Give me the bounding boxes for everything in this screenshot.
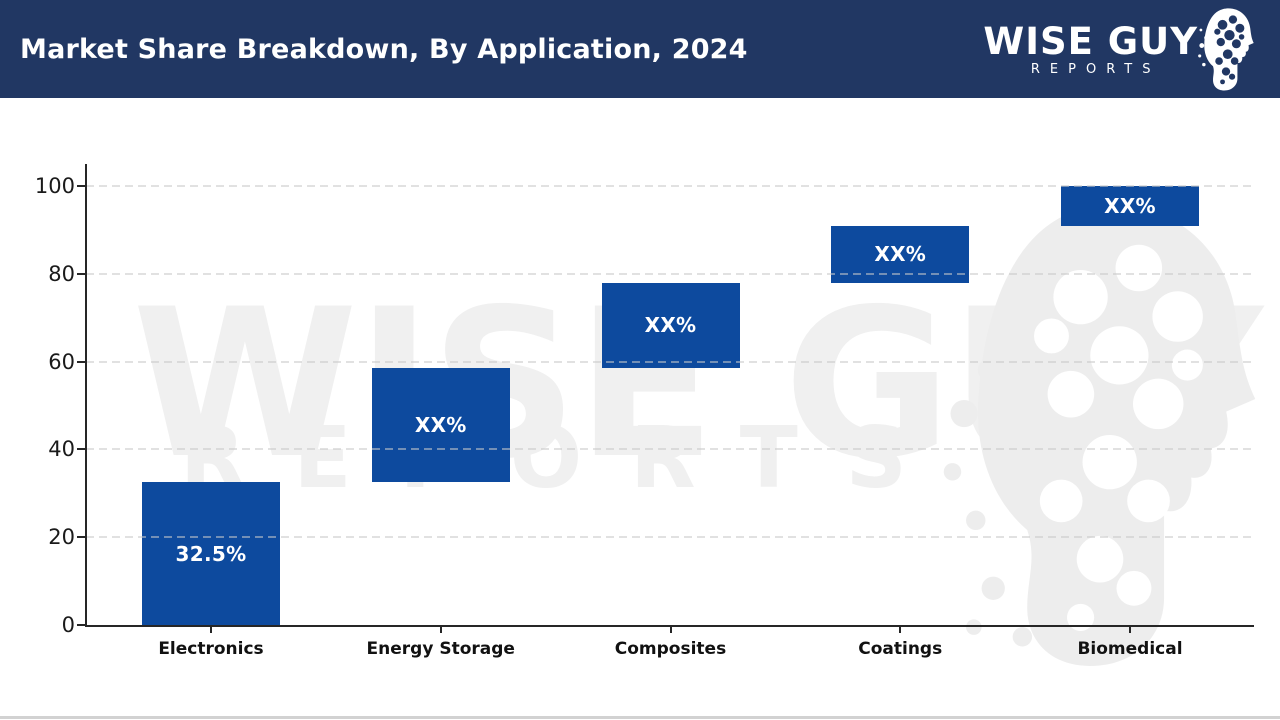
y-tick-mark bbox=[77, 272, 85, 275]
y-tick-mark bbox=[77, 536, 85, 539]
brand-logo: WISE GUY REPORTS bbox=[983, 4, 1268, 94]
y-axis-line bbox=[85, 164, 87, 627]
bar-electronics: 32.5% bbox=[142, 482, 280, 625]
brand-subtitle: REPORTS bbox=[1030, 61, 1161, 77]
x-axis-label-energy-storage: Energy Storage bbox=[366, 639, 515, 659]
footer-divider bbox=[0, 716, 1280, 719]
gridline-60 bbox=[86, 360, 1254, 363]
x-tick-mark bbox=[439, 626, 442, 633]
x-axis-line bbox=[85, 625, 1254, 627]
page-title: Market Share Breakdown, By Application, … bbox=[20, 33, 748, 65]
header-bar: Market Share Breakdown, By Application, … bbox=[0, 0, 1280, 98]
x-tick-mark bbox=[210, 626, 212, 633]
x-tick-mark bbox=[669, 626, 672, 633]
bar-value-label: 32.5% bbox=[175, 541, 247, 566]
x-axis-label-electronics: Electronics bbox=[158, 639, 264, 659]
y-tick-mark bbox=[77, 624, 85, 626]
bar-biomedical: XX% bbox=[1061, 186, 1199, 226]
gridline-100 bbox=[86, 185, 1254, 187]
x-tick-mark bbox=[899, 626, 902, 633]
x-axis-label-coatings: Coatings bbox=[858, 639, 943, 659]
y-axis-tick-80: 80 bbox=[48, 261, 75, 286]
bar-value-label: XX% bbox=[874, 242, 927, 267]
chart-area: WISE GUY REPORTS 32.5% Electronics XX% Ener… bbox=[0, 98, 1280, 718]
y-axis-tick-0: 0 bbox=[61, 613, 75, 637]
y-axis-tick-60: 60 bbox=[48, 349, 75, 374]
x-tick-mark bbox=[1129, 626, 1131, 633]
y-tick-mark bbox=[77, 185, 85, 187]
bar-energy-storage: XX% bbox=[371, 368, 510, 483]
y-axis-tick-20: 20 bbox=[48, 525, 75, 550]
bar-value-label: XX% bbox=[414, 413, 467, 438]
brand-name: WISE GUY bbox=[983, 19, 1198, 63]
y-tick-mark bbox=[77, 360, 85, 363]
y-axis-tick-40: 40 bbox=[48, 437, 75, 462]
gridline-80 bbox=[86, 272, 1254, 275]
y-axis-tick-100: 100 bbox=[34, 174, 75, 198]
gridline-40 bbox=[86, 448, 1254, 451]
bar-composites: XX% bbox=[601, 282, 740, 369]
x-axis-label-biomedical: Biomedical bbox=[1077, 639, 1183, 659]
bar-value-label: XX% bbox=[644, 313, 697, 338]
bar-value-label: XX% bbox=[1104, 193, 1156, 218]
logo-head-icon bbox=[1198, 8, 1254, 91]
brand-logo-text: WISE GUY REPORTS bbox=[983, 23, 1198, 76]
y-tick-mark bbox=[77, 448, 85, 451]
x-axis-label-composites: Composites bbox=[614, 639, 727, 659]
gridline-20 bbox=[86, 536, 1254, 539]
plot-region: 32.5% Electronics XX% Energy Storage XX% Comp… bbox=[0, 98, 1280, 718]
